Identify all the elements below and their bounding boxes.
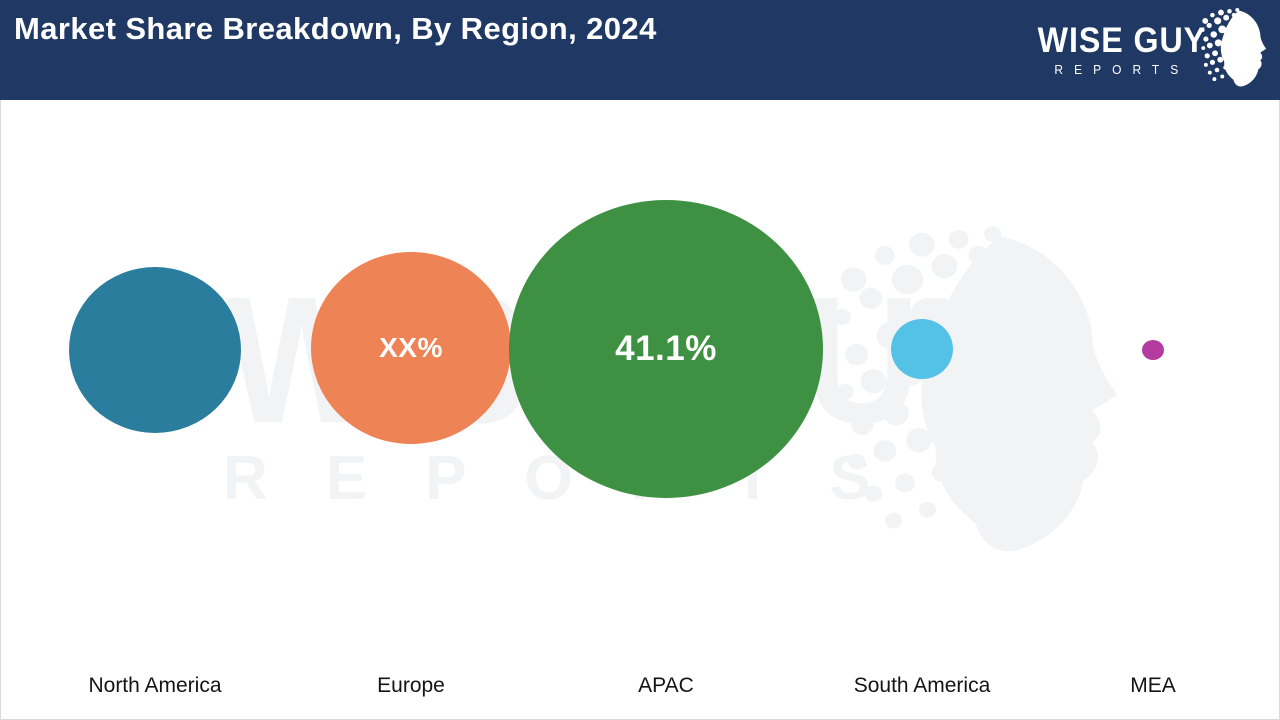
region-label-south-america: South America (853, 674, 991, 697)
region-label-apac: APAC (638, 674, 694, 697)
region-label-mea: MEA (1130, 674, 1176, 697)
bubble-value-apac: 41.1% (615, 329, 717, 368)
page-title: Market Share Breakdown, By Region, 2024 (14, 11, 657, 46)
bubble-north-america (69, 267, 241, 433)
region-label-north-america: North America (88, 674, 222, 697)
region-label-europe: Europe (377, 674, 445, 697)
bubble-europe: XX% (311, 252, 511, 444)
logo-head-icon (1200, 8, 1272, 92)
logo-subtitle: REPORTS (1054, 62, 1190, 77)
bubble-value-europe: XX% (379, 332, 443, 363)
bubble-south-america (891, 319, 953, 379)
chart-area: WISE GUY REPORTS North AmericaXX%Europe4… (0, 100, 1280, 720)
header-bar: Market Share Breakdown, By Region, 2024 … (0, 0, 1280, 100)
wise-guy-logo: WISE GUY REPORTS (1023, 6, 1272, 94)
logo-wordmark: WISE GUY (1037, 21, 1206, 60)
logo-text: WISE GUY REPORTS (1023, 23, 1206, 77)
watermark-head-icon (831, 226, 1143, 574)
bubble-mea (1142, 340, 1164, 360)
bubble-apac: 41.1% (509, 200, 823, 498)
